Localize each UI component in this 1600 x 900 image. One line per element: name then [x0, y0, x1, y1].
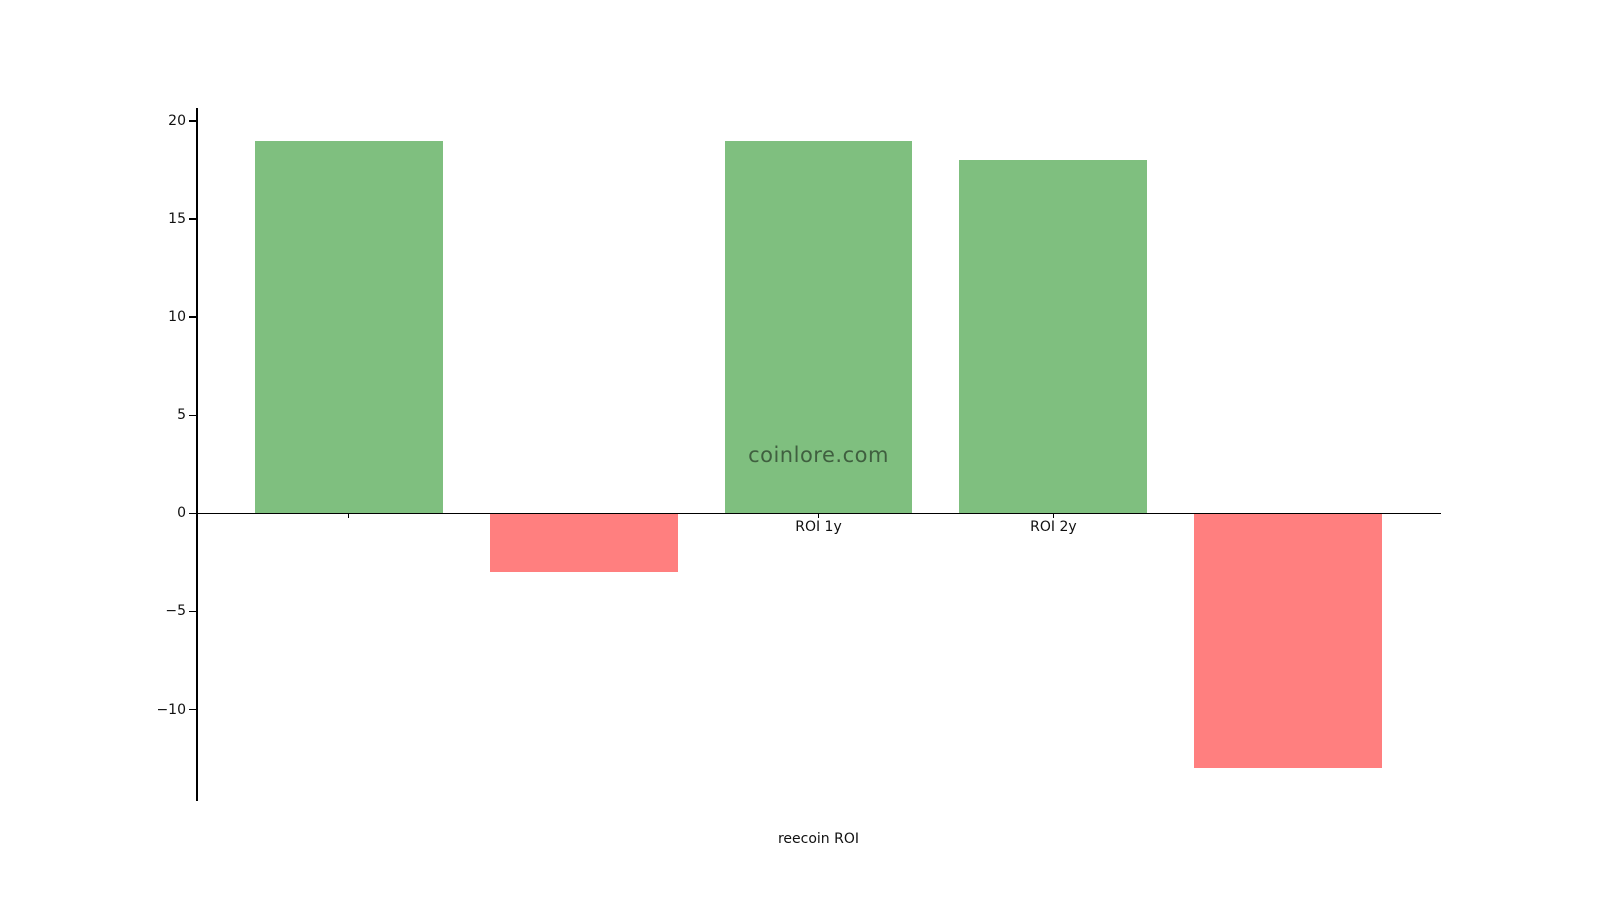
y-tick-mark [189, 414, 196, 416]
y-tick-mark [189, 120, 196, 122]
x-axis-title: reecoin ROI [777, 831, 860, 847]
y-tick-mark [189, 218, 196, 220]
y-tick-mark [189, 610, 196, 613]
bar-positive [724, 140, 913, 514]
y-tick-label: −10 [156, 701, 186, 718]
y-tick-label: −5 [165, 603, 186, 620]
y-tick-label: 0 [177, 505, 186, 522]
y-tick-label: 5 [177, 407, 186, 424]
x-tick-mark [1052, 513, 1055, 519]
y-tick-label: 10 [168, 309, 186, 326]
x-tick-label: ROI 2y [1030, 519, 1077, 536]
y-tick-mark [189, 316, 196, 318]
x-tick-mark [347, 513, 350, 519]
y-tick-mark [189, 708, 196, 711]
y-tick-label: 15 [168, 211, 186, 228]
bar-negative [489, 513, 678, 573]
y-tick-label: 20 [168, 112, 186, 129]
watermark: coinlore.com [748, 442, 889, 467]
bar-positive [959, 160, 1148, 514]
bar-negative [1194, 513, 1383, 769]
x-axis-zero-line [196, 512, 1441, 515]
y-axis-spine [196, 108, 198, 801]
y-tick-mark [189, 512, 196, 515]
bar-positive [254, 140, 443, 514]
x-tick-label: ROI 1y [795, 519, 842, 536]
x-tick-mark [817, 513, 820, 519]
